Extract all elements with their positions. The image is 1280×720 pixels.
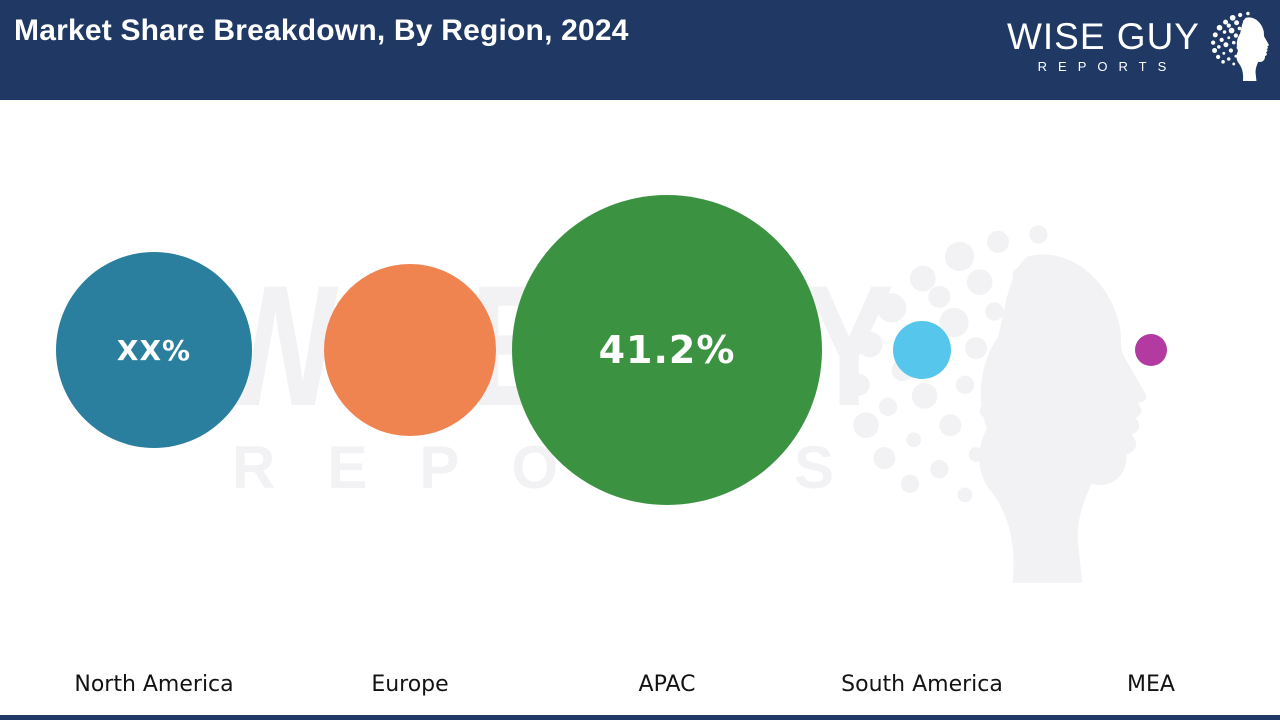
category-label-south-america: South America <box>841 672 1003 697</box>
head-dots-icon <box>1206 10 1270 81</box>
bubble-plot: WISE GUY REPORTS XX%North AmericaEurope4… <box>0 100 1280 715</box>
header: Market Share Breakdown, By Region, 2024 … <box>0 0 1280 100</box>
category-label-north-america: North America <box>74 672 234 697</box>
bubble-value-label: 41.2% <box>598 328 736 372</box>
bubble-north-america: XX% <box>56 252 252 448</box>
brand-subtitle: REPORTS <box>1037 58 1178 74</box>
category-label-mea: MEA <box>1127 672 1175 697</box>
page-title: Market Share Breakdown, By Region, 2024 <box>14 14 629 47</box>
bubble-europe <box>324 264 496 436</box>
bubble-south-america <box>893 321 951 379</box>
bubble-value-label: XX% <box>116 333 192 367</box>
bubble-apac: 41.2% <box>512 195 822 505</box>
bubble-mea <box>1135 334 1167 366</box>
brand-logo-text: WISE GUY REPORTS <box>1006 15 1200 75</box>
brand-name: WISE GUY <box>1006 15 1200 57</box>
brand-logo: WISE GUY REPORTS <box>1007 0 1280 81</box>
bottom-bar <box>0 715 1280 720</box>
category-label-apac: APAC <box>638 672 696 697</box>
watermark-head-icon <box>822 216 1152 583</box>
category-label-europe: Europe <box>371 672 449 697</box>
